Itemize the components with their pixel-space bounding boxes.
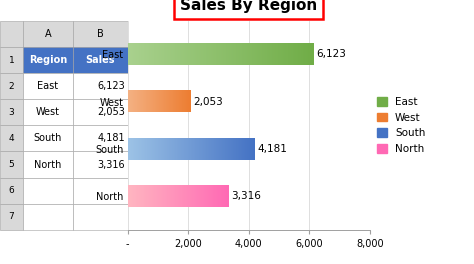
Bar [23, 99, 73, 125]
Text: 2,053: 2,053 [193, 97, 223, 107]
Text: 6,123: 6,123 [317, 49, 346, 59]
Bar [73, 73, 128, 99]
Bar [73, 204, 128, 230]
Text: 3,316: 3,316 [97, 159, 125, 169]
Text: A: A [45, 29, 51, 39]
Bar [23, 21, 73, 47]
Text: Region: Region [29, 55, 67, 65]
Bar [23, 204, 73, 230]
Bar [23, 177, 73, 204]
Bar [73, 21, 128, 47]
Bar [0, 99, 23, 125]
Text: 4,181: 4,181 [97, 133, 125, 143]
Bar [73, 152, 128, 177]
Bar [73, 47, 128, 73]
Text: B: B [97, 29, 103, 39]
Bar [0, 21, 23, 47]
Text: 6: 6 [9, 186, 14, 195]
Text: 1: 1 [9, 56, 14, 65]
Bar [0, 177, 23, 204]
Text: North: North [34, 159, 62, 169]
Bar [23, 73, 73, 99]
Text: Sales: Sales [85, 55, 115, 65]
Bar [73, 177, 128, 204]
Bar [23, 125, 73, 152]
Bar [73, 99, 128, 125]
Text: East: East [37, 81, 58, 91]
Bar [0, 204, 23, 230]
Bar [0, 73, 23, 99]
Text: 7: 7 [9, 212, 14, 221]
Bar [0, 125, 23, 152]
Text: 4: 4 [9, 134, 14, 143]
Text: 6,123: 6,123 [97, 81, 125, 91]
Title: Sales By Region: Sales By Region [180, 0, 317, 13]
Bar [0, 152, 23, 177]
Bar [0, 47, 23, 73]
Text: West: West [36, 107, 60, 117]
Text: 3: 3 [9, 108, 14, 117]
Text: South: South [34, 133, 62, 143]
Legend: East, West, South, North: East, West, South, North [377, 97, 426, 154]
Text: 5: 5 [9, 160, 14, 169]
Text: 3,316: 3,316 [232, 191, 262, 201]
Text: 2: 2 [9, 82, 14, 91]
Text: 2,053: 2,053 [97, 107, 125, 117]
Bar [23, 47, 73, 73]
Bar [23, 152, 73, 177]
Text: 4,181: 4,181 [258, 144, 288, 154]
Bar [73, 125, 128, 152]
